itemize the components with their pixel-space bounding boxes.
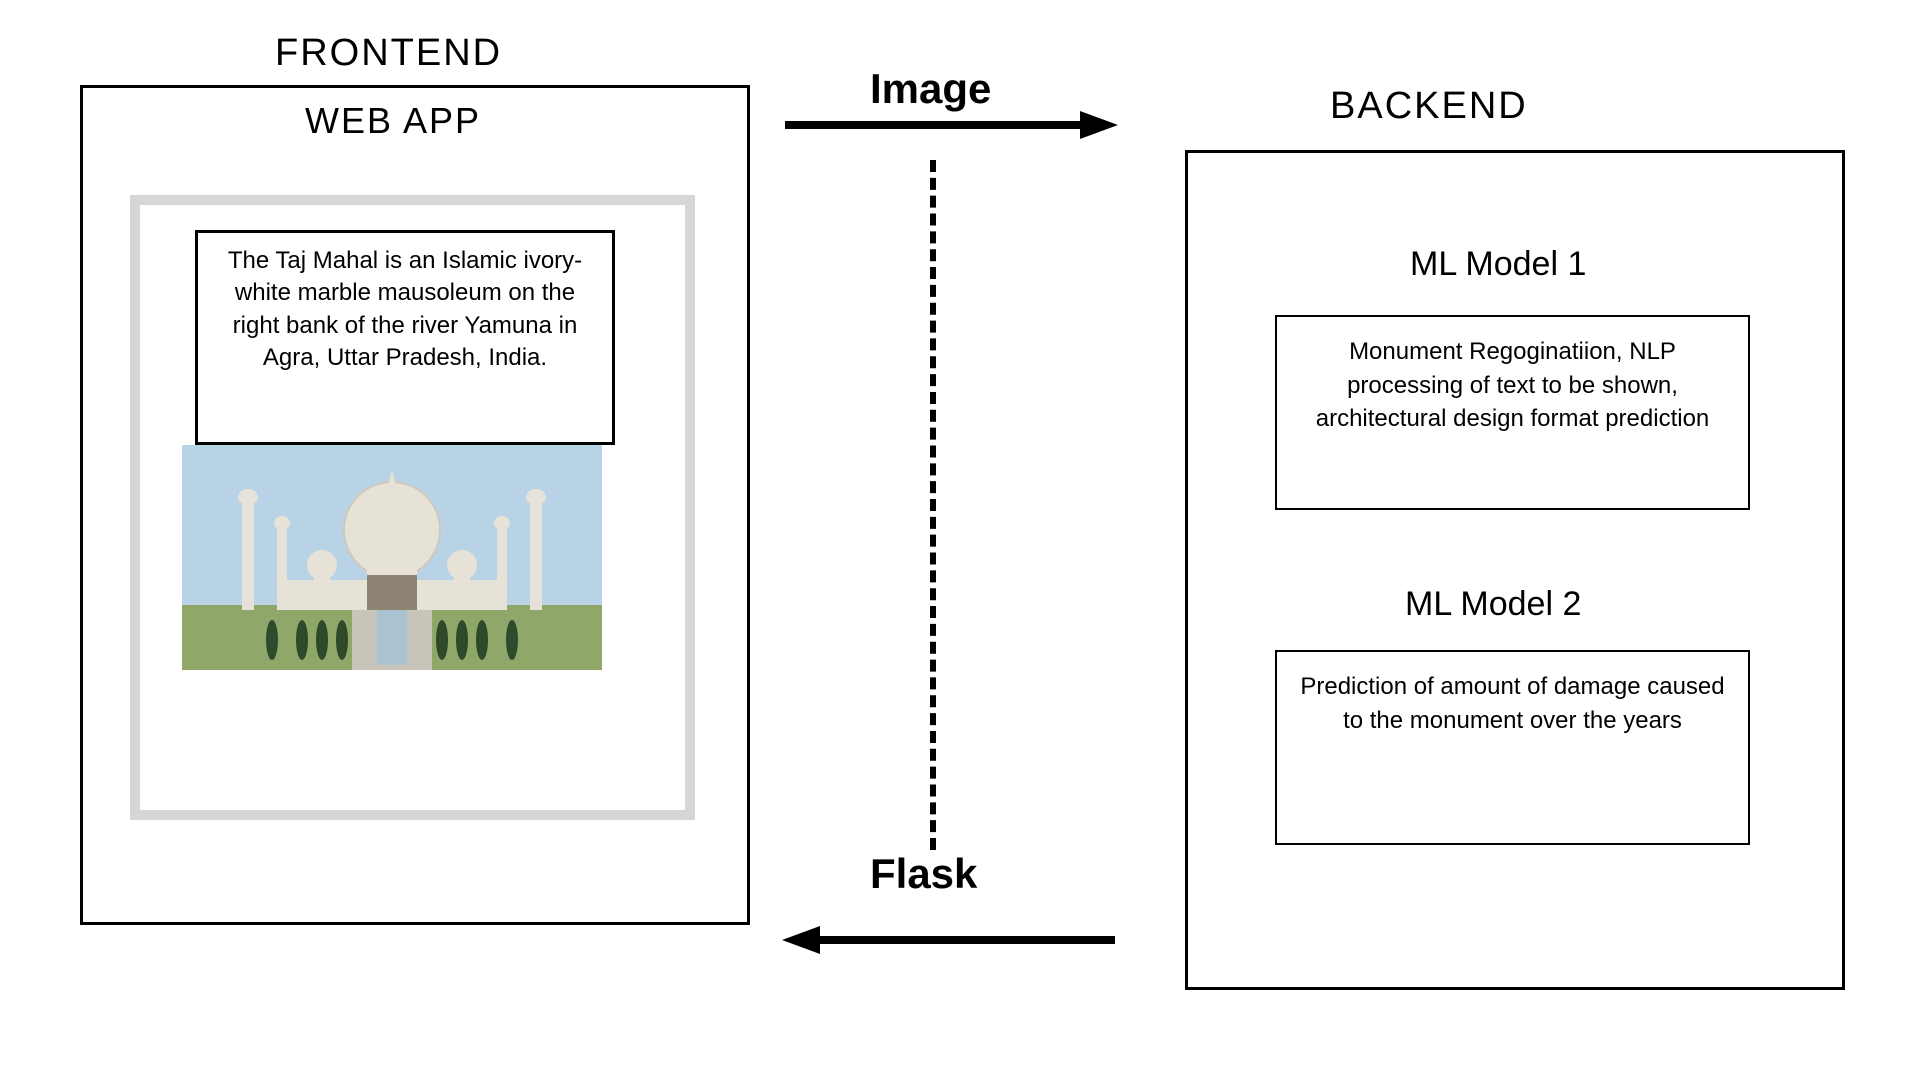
ml-model-1-box: Monument Regoginatiion, NLP processing o… (1275, 315, 1750, 510)
arrow-bottom-label: Flask (870, 850, 977, 898)
arrow-left-icon (780, 920, 1120, 960)
ml-model-2-title: ML Model 2 (1405, 585, 1581, 624)
monument-image (182, 445, 602, 670)
taj-mahal-illustration (182, 445, 602, 670)
dashed-divider (930, 160, 936, 850)
webapp-title: WEB APP (305, 100, 481, 142)
arrow-right-icon (780, 105, 1120, 145)
ml-model-2-box: Prediction of amount of damage caused to… (1275, 650, 1750, 845)
frontend-title: FRONTEND (275, 32, 502, 75)
ml-model-1-title: ML Model 1 (1410, 245, 1586, 284)
monument-description-box: The Taj Mahal is an Islamic ivory-white … (195, 230, 615, 445)
backend-title: BACKEND (1330, 85, 1528, 128)
